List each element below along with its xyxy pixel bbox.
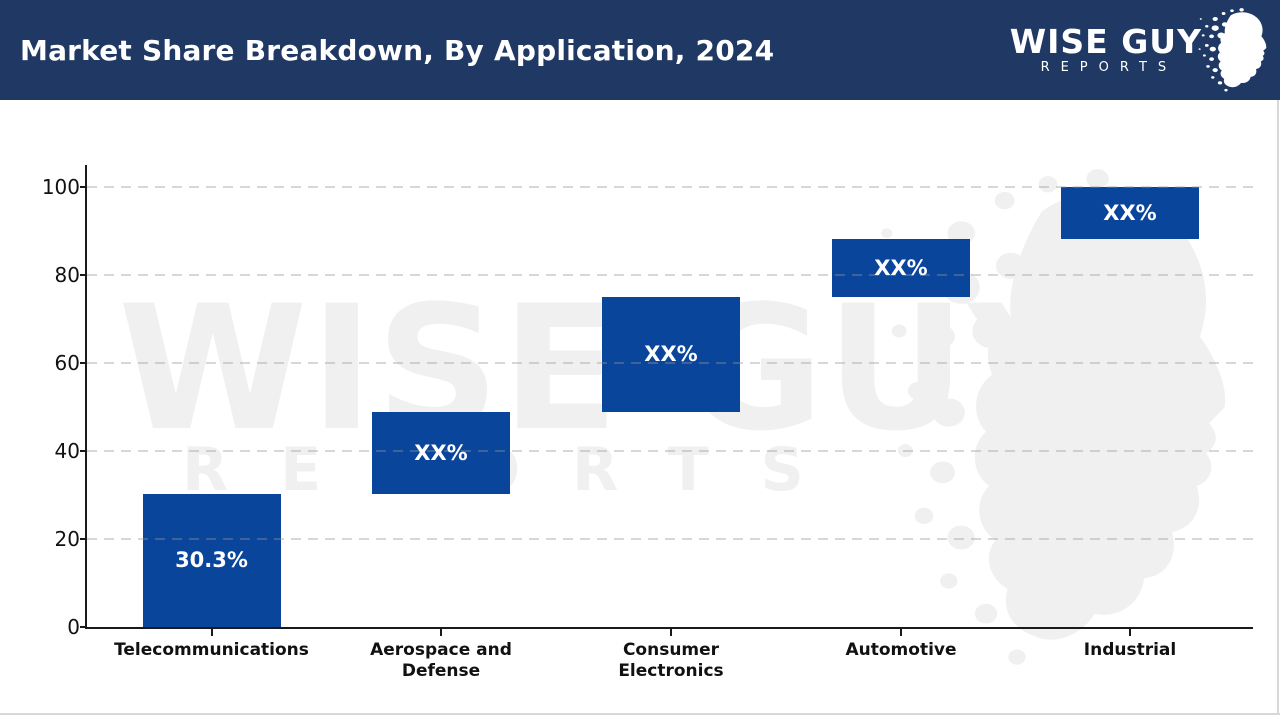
x-axis-category-label: Automotive bbox=[781, 640, 1021, 661]
y-axis-line bbox=[85, 165, 87, 629]
x-axis-tick-mark bbox=[440, 629, 442, 636]
category-label-line: Automotive bbox=[845, 640, 957, 660]
x-axis-category-label: Aerospace and Defense bbox=[321, 640, 561, 682]
x-axis-category-label: Industrial bbox=[1010, 640, 1250, 661]
logo-text-block: WISE GUY REPORTS bbox=[1009, 21, 1202, 76]
category-label-line: Industrial bbox=[1083, 640, 1177, 660]
x-axis-tick-mark bbox=[1129, 629, 1131, 636]
wise-guy-reports-logo: WISE GUY REPORTS bbox=[1010, 6, 1268, 94]
y-gridline bbox=[87, 362, 1253, 364]
x-axis-tick-mark bbox=[210, 629, 213, 636]
y-axis-tick-mark bbox=[80, 626, 87, 628]
x-axis-tick-mark bbox=[900, 629, 902, 636]
category-label-line: Telecommunications bbox=[114, 640, 309, 660]
category-label-line: Aerospace and bbox=[370, 640, 512, 660]
y-gridline bbox=[87, 186, 1253, 188]
y-axis-tick-mark bbox=[80, 362, 87, 364]
bar-value-label: XX% bbox=[1103, 200, 1157, 225]
page-right-border bbox=[1277, 100, 1279, 715]
waterfall-bar-segment bbox=[372, 411, 510, 494]
y-axis-tick-label: 100 bbox=[41, 175, 80, 199]
page-bottom-border bbox=[0, 713, 1280, 715]
logo-brand-label: WISE GUY bbox=[1009, 21, 1202, 61]
bar-value-label: XX% bbox=[874, 255, 928, 280]
x-axis-category-label: Telecommunications bbox=[92, 640, 332, 661]
page-title: Market Share Breakdown, By Application, … bbox=[20, 33, 775, 67]
watermark-reports-text: REPORTS bbox=[182, 435, 856, 505]
y-axis-tick-label: 0 bbox=[67, 615, 80, 639]
bar-value-label: XX% bbox=[644, 342, 698, 367]
y-axis-tick-label: 80 bbox=[54, 263, 80, 287]
waterfall-bar-segment bbox=[602, 297, 740, 412]
dotted-face-profile-icon bbox=[1198, 8, 1267, 92]
y-axis-tick-label: 20 bbox=[54, 527, 80, 551]
bar-value-label: 30.3% bbox=[175, 548, 248, 573]
y-axis-tick-mark bbox=[80, 538, 87, 540]
y-axis-tick-label: 40 bbox=[54, 439, 80, 463]
header-bar: Market Share Breakdown, By Application, … bbox=[0, 0, 1280, 100]
y-gridline bbox=[87, 538, 1253, 540]
x-axis-line bbox=[85, 627, 1253, 629]
y-gridline bbox=[87, 274, 1253, 276]
x-axis-category-label: Consumer Electronics bbox=[551, 640, 791, 682]
y-axis-tick-mark bbox=[80, 186, 87, 188]
y-axis-tick-mark bbox=[80, 274, 87, 276]
category-label-line: Defense bbox=[401, 661, 481, 681]
y-axis-tick-mark bbox=[80, 450, 87, 452]
category-label-line: Electronics bbox=[618, 661, 724, 681]
bar-value-label: XX% bbox=[414, 440, 468, 465]
y-gridline bbox=[87, 450, 1253, 452]
category-label-line: Consumer bbox=[622, 640, 720, 660]
waterfall-bar-segment bbox=[142, 493, 281, 627]
x-axis-tick-mark bbox=[670, 629, 672, 636]
logo-sub-label: REPORTS bbox=[1040, 60, 1178, 76]
y-axis-tick-label: 60 bbox=[54, 351, 80, 375]
